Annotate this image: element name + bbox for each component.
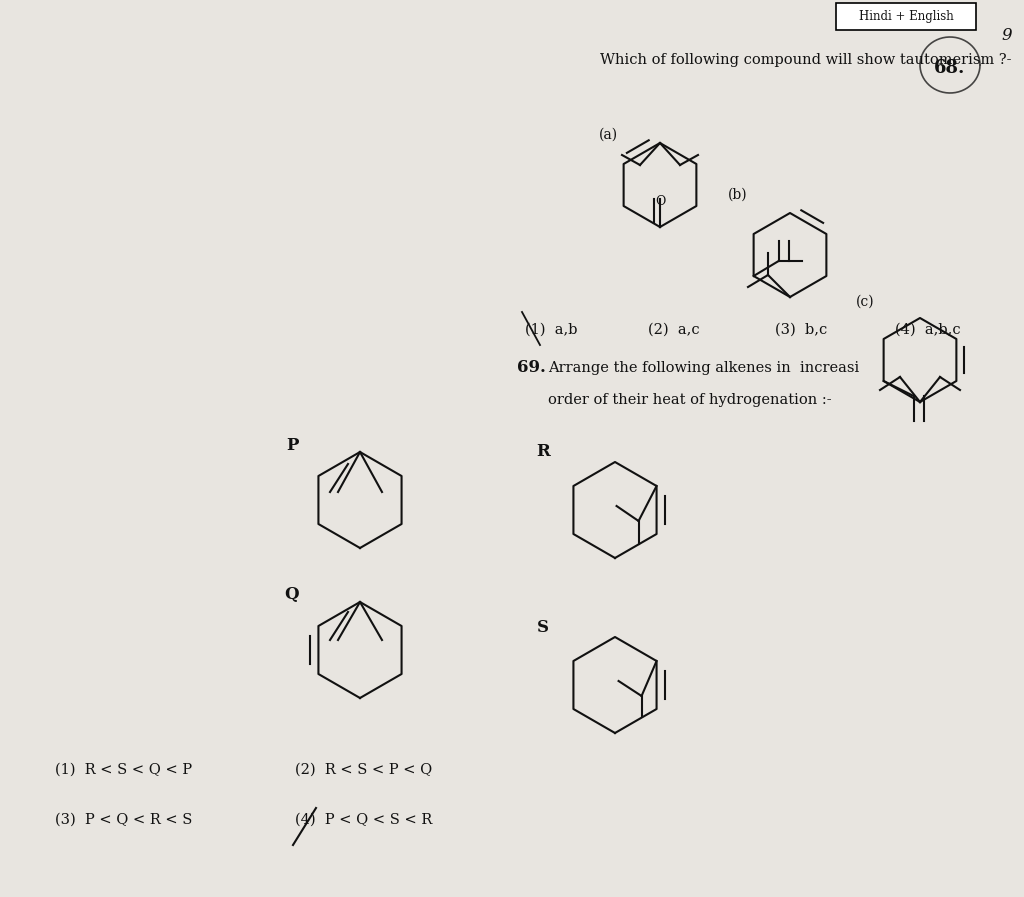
Text: (3)  P < Q < R < S: (3) P < Q < R < S <box>55 813 193 827</box>
Text: Q: Q <box>285 587 299 604</box>
FancyBboxPatch shape <box>836 3 976 30</box>
Text: Arrange the following alkenes in  increasi: Arrange the following alkenes in increas… <box>548 361 859 375</box>
Text: (4)  a,b,c: (4) a,b,c <box>895 323 961 337</box>
Text: (1)  a,b: (1) a,b <box>525 323 578 337</box>
Text: (2)  R < S < P < Q: (2) R < S < P < Q <box>295 763 432 777</box>
Text: Which of following compound will show tautomerism ?-: Which of following compound will show ta… <box>600 53 1012 67</box>
Text: order of their heat of hydrogenation :-: order of their heat of hydrogenation :- <box>548 393 831 407</box>
Text: (a): (a) <box>598 128 617 142</box>
Text: (1)  R < S < Q < P: (1) R < S < Q < P <box>55 763 193 777</box>
Text: (c): (c) <box>856 295 874 309</box>
Text: P: P <box>286 437 298 454</box>
Text: 68.: 68. <box>934 59 966 77</box>
Text: (3)  b,c: (3) b,c <box>775 323 827 337</box>
Text: O: O <box>654 195 666 208</box>
Text: (b): (b) <box>728 188 748 202</box>
Text: S: S <box>537 619 549 635</box>
Text: Hindi + English: Hindi + English <box>859 10 953 23</box>
Text: R: R <box>537 443 550 460</box>
Text: 9: 9 <box>1001 27 1013 43</box>
Text: (4)  P < Q < S < R: (4) P < Q < S < R <box>295 813 432 827</box>
Text: (2)  a,c: (2) a,c <box>648 323 699 337</box>
Text: 69.: 69. <box>517 360 546 377</box>
